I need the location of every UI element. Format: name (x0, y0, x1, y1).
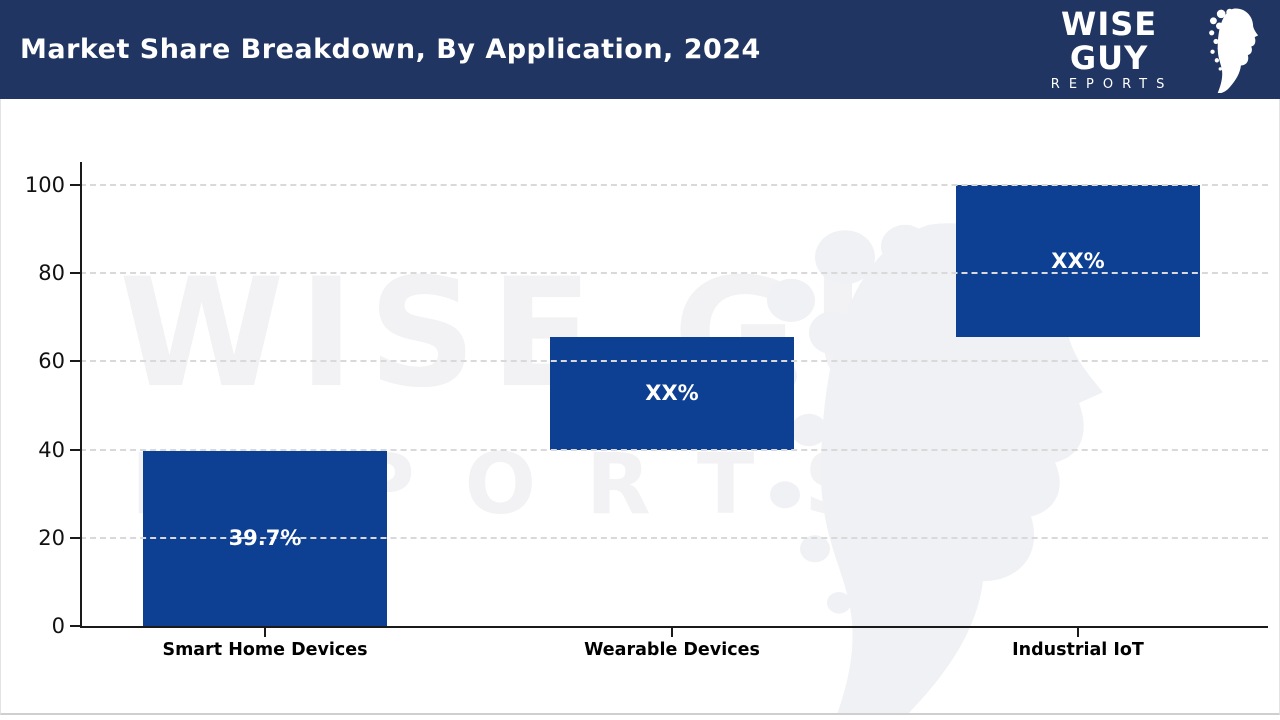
header-bar: Market Share Breakdown, By Application, … (0, 0, 1280, 99)
x-tick-mark (671, 628, 673, 637)
dotted-face-icon (1209, 8, 1259, 93)
page-title: Market Share Breakdown, By Application, … (20, 34, 761, 65)
y-tick-label: 0 (51, 614, 65, 638)
y-tick-label: 20 (38, 525, 65, 550)
y-axis-spine (80, 162, 82, 628)
x-category-label: Industrial IoT (1012, 640, 1144, 660)
bar-value-label: XX% (645, 381, 699, 406)
bar (550, 336, 794, 451)
y-tick-label: 100 (24, 173, 65, 197)
x-tick-mark (1077, 628, 1079, 637)
brand-name: WISE GUY (1061, 4, 1158, 77)
y-tick-mark (70, 360, 80, 363)
gridline (80, 272, 1268, 275)
y-tick-mark (70, 272, 80, 275)
bar (956, 185, 1200, 337)
bar-value-label: 39.7% (228, 526, 302, 551)
y-tick-label: 80 (38, 261, 65, 286)
brand-logo-text: WISE GUY REPORTS (1016, 4, 1202, 93)
x-category-label: Smart Home Devices (162, 640, 368, 660)
gridline (80, 184, 1268, 186)
chart-area: WISE GUY REPORTS 0 20 40 60 80 100 39.7% XX% XX%… (0, 99, 1280, 715)
gridline (80, 536, 1268, 539)
x-category-label: Wearable Devices (584, 640, 760, 660)
y-tick-mark (70, 184, 80, 186)
gridline (80, 360, 1268, 363)
x-tick-mark (264, 628, 266, 637)
bar-value-label: XX% (1051, 248, 1105, 273)
y-tick-mark (70, 536, 80, 539)
y-tick-label: 60 (38, 349, 65, 374)
y-tick-label: 40 (38, 437, 65, 462)
x-axis-spine (80, 626, 1268, 628)
y-tick-mark (70, 448, 80, 451)
brand-subtitle: REPORTS (1050, 77, 1174, 93)
gridline (80, 448, 1268, 451)
brand-logo: WISE GUY REPORTS (1016, 6, 1266, 94)
y-tick-mark (70, 625, 80, 627)
